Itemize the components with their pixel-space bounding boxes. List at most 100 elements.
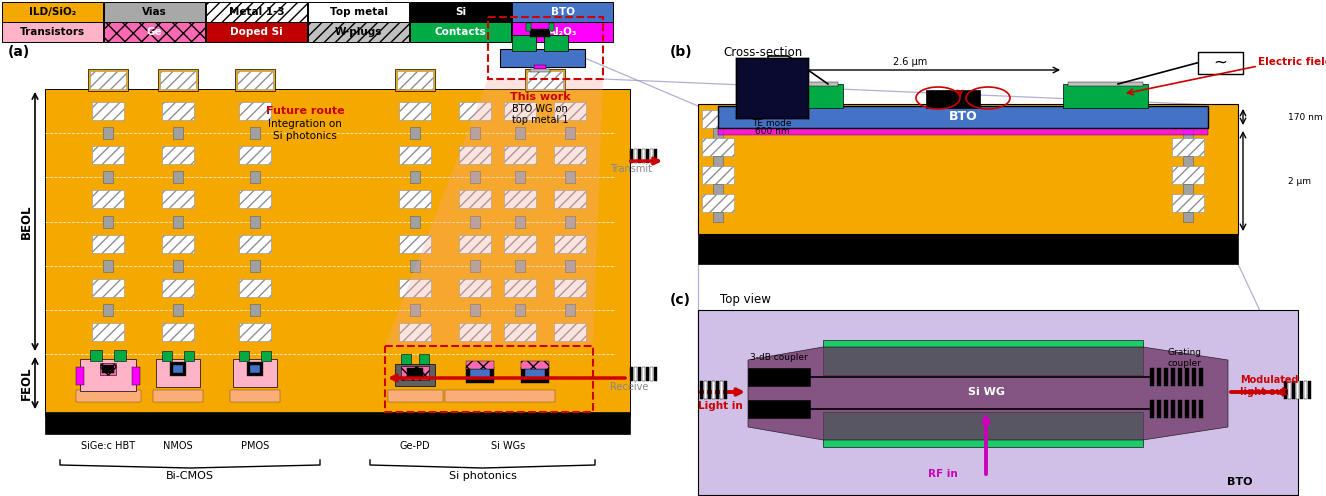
- Bar: [1171, 368, 1175, 386]
- Bar: [704, 381, 707, 399]
- Bar: [650, 367, 652, 381]
- Bar: [630, 367, 633, 381]
- Bar: [1183, 156, 1193, 166]
- Bar: [504, 279, 536, 297]
- Text: Si photonics: Si photonics: [273, 131, 337, 141]
- Bar: [1185, 368, 1189, 386]
- Bar: [308, 22, 408, 42]
- Bar: [736, 58, 808, 118]
- Bar: [1288, 381, 1292, 399]
- Text: Modulated: Modulated: [1240, 375, 1298, 385]
- Text: 170 nm: 170 nm: [1288, 113, 1322, 122]
- Bar: [565, 260, 575, 272]
- Bar: [103, 215, 113, 228]
- Bar: [525, 69, 565, 91]
- Bar: [634, 149, 636, 163]
- Bar: [521, 361, 549, 369]
- Bar: [387, 390, 443, 402]
- Bar: [102, 365, 114, 373]
- Bar: [184, 351, 194, 361]
- Text: (a): (a): [8, 45, 30, 59]
- Bar: [720, 381, 723, 399]
- Bar: [237, 71, 273, 89]
- Bar: [308, 2, 408, 22]
- Bar: [399, 102, 431, 120]
- Bar: [701, 194, 735, 212]
- Bar: [1067, 82, 1143, 86]
- Bar: [91, 235, 125, 252]
- Text: Si: Si: [455, 7, 465, 17]
- Bar: [410, 215, 420, 228]
- Bar: [1177, 368, 1181, 386]
- Bar: [514, 171, 525, 184]
- Bar: [724, 381, 727, 399]
- Bar: [521, 367, 549, 383]
- Bar: [544, 35, 568, 51]
- Bar: [717, 128, 1208, 135]
- Text: Top view: Top view: [720, 294, 770, 307]
- Text: This work: This work: [509, 92, 570, 102]
- Text: Bi-CMOS: Bi-CMOS: [166, 471, 213, 481]
- Bar: [114, 350, 126, 361]
- Bar: [239, 279, 271, 297]
- Bar: [239, 235, 271, 252]
- Bar: [162, 102, 194, 120]
- Bar: [1199, 368, 1203, 386]
- Bar: [160, 71, 196, 89]
- Bar: [1303, 381, 1307, 399]
- Bar: [410, 22, 511, 42]
- Bar: [251, 365, 260, 373]
- Bar: [1164, 368, 1168, 386]
- Text: BTO: BTO: [1228, 477, 1253, 487]
- Text: RF in: RF in: [928, 469, 957, 479]
- Bar: [1183, 128, 1193, 138]
- Bar: [554, 235, 586, 252]
- Bar: [133, 367, 141, 385]
- Bar: [251, 127, 260, 139]
- Bar: [90, 350, 102, 361]
- Bar: [251, 304, 260, 316]
- Text: BEOL: BEOL: [20, 204, 33, 239]
- Text: Contacts: Contacts: [435, 27, 487, 37]
- Polygon shape: [385, 79, 603, 346]
- Bar: [1063, 84, 1148, 108]
- Bar: [152, 390, 203, 402]
- Bar: [642, 367, 644, 381]
- Bar: [762, 82, 838, 86]
- Bar: [1199, 400, 1203, 418]
- Bar: [1183, 184, 1193, 194]
- Bar: [399, 190, 431, 208]
- Bar: [410, 127, 420, 139]
- Text: 3-dB coupler: 3-dB coupler: [751, 354, 808, 363]
- Bar: [565, 215, 575, 228]
- Bar: [1158, 400, 1162, 418]
- Bar: [823, 412, 1143, 447]
- Text: Al₂O₃: Al₂O₃: [548, 27, 577, 37]
- Bar: [162, 279, 194, 297]
- Bar: [239, 102, 271, 120]
- Bar: [1197, 52, 1242, 74]
- Bar: [534, 65, 546, 69]
- Bar: [650, 149, 652, 163]
- Text: W-plugs: W-plugs: [334, 27, 382, 37]
- Bar: [504, 190, 536, 208]
- Text: (b): (b): [670, 45, 692, 59]
- Bar: [512, 22, 613, 42]
- Bar: [156, 359, 200, 387]
- Bar: [3, 2, 103, 22]
- Bar: [554, 279, 586, 297]
- Bar: [701, 110, 735, 128]
- Bar: [1172, 166, 1204, 184]
- Bar: [103, 2, 206, 22]
- Text: 2 μm: 2 μm: [1288, 177, 1311, 186]
- Bar: [172, 304, 183, 316]
- Text: FEOL: FEOL: [20, 366, 33, 400]
- Bar: [235, 69, 274, 91]
- Text: 2.6 μm: 2.6 μm: [892, 57, 927, 67]
- Bar: [823, 340, 1143, 375]
- Bar: [399, 323, 431, 341]
- Bar: [654, 367, 656, 381]
- Bar: [638, 149, 640, 163]
- Text: Ge: Ge: [147, 27, 162, 37]
- Bar: [708, 381, 711, 399]
